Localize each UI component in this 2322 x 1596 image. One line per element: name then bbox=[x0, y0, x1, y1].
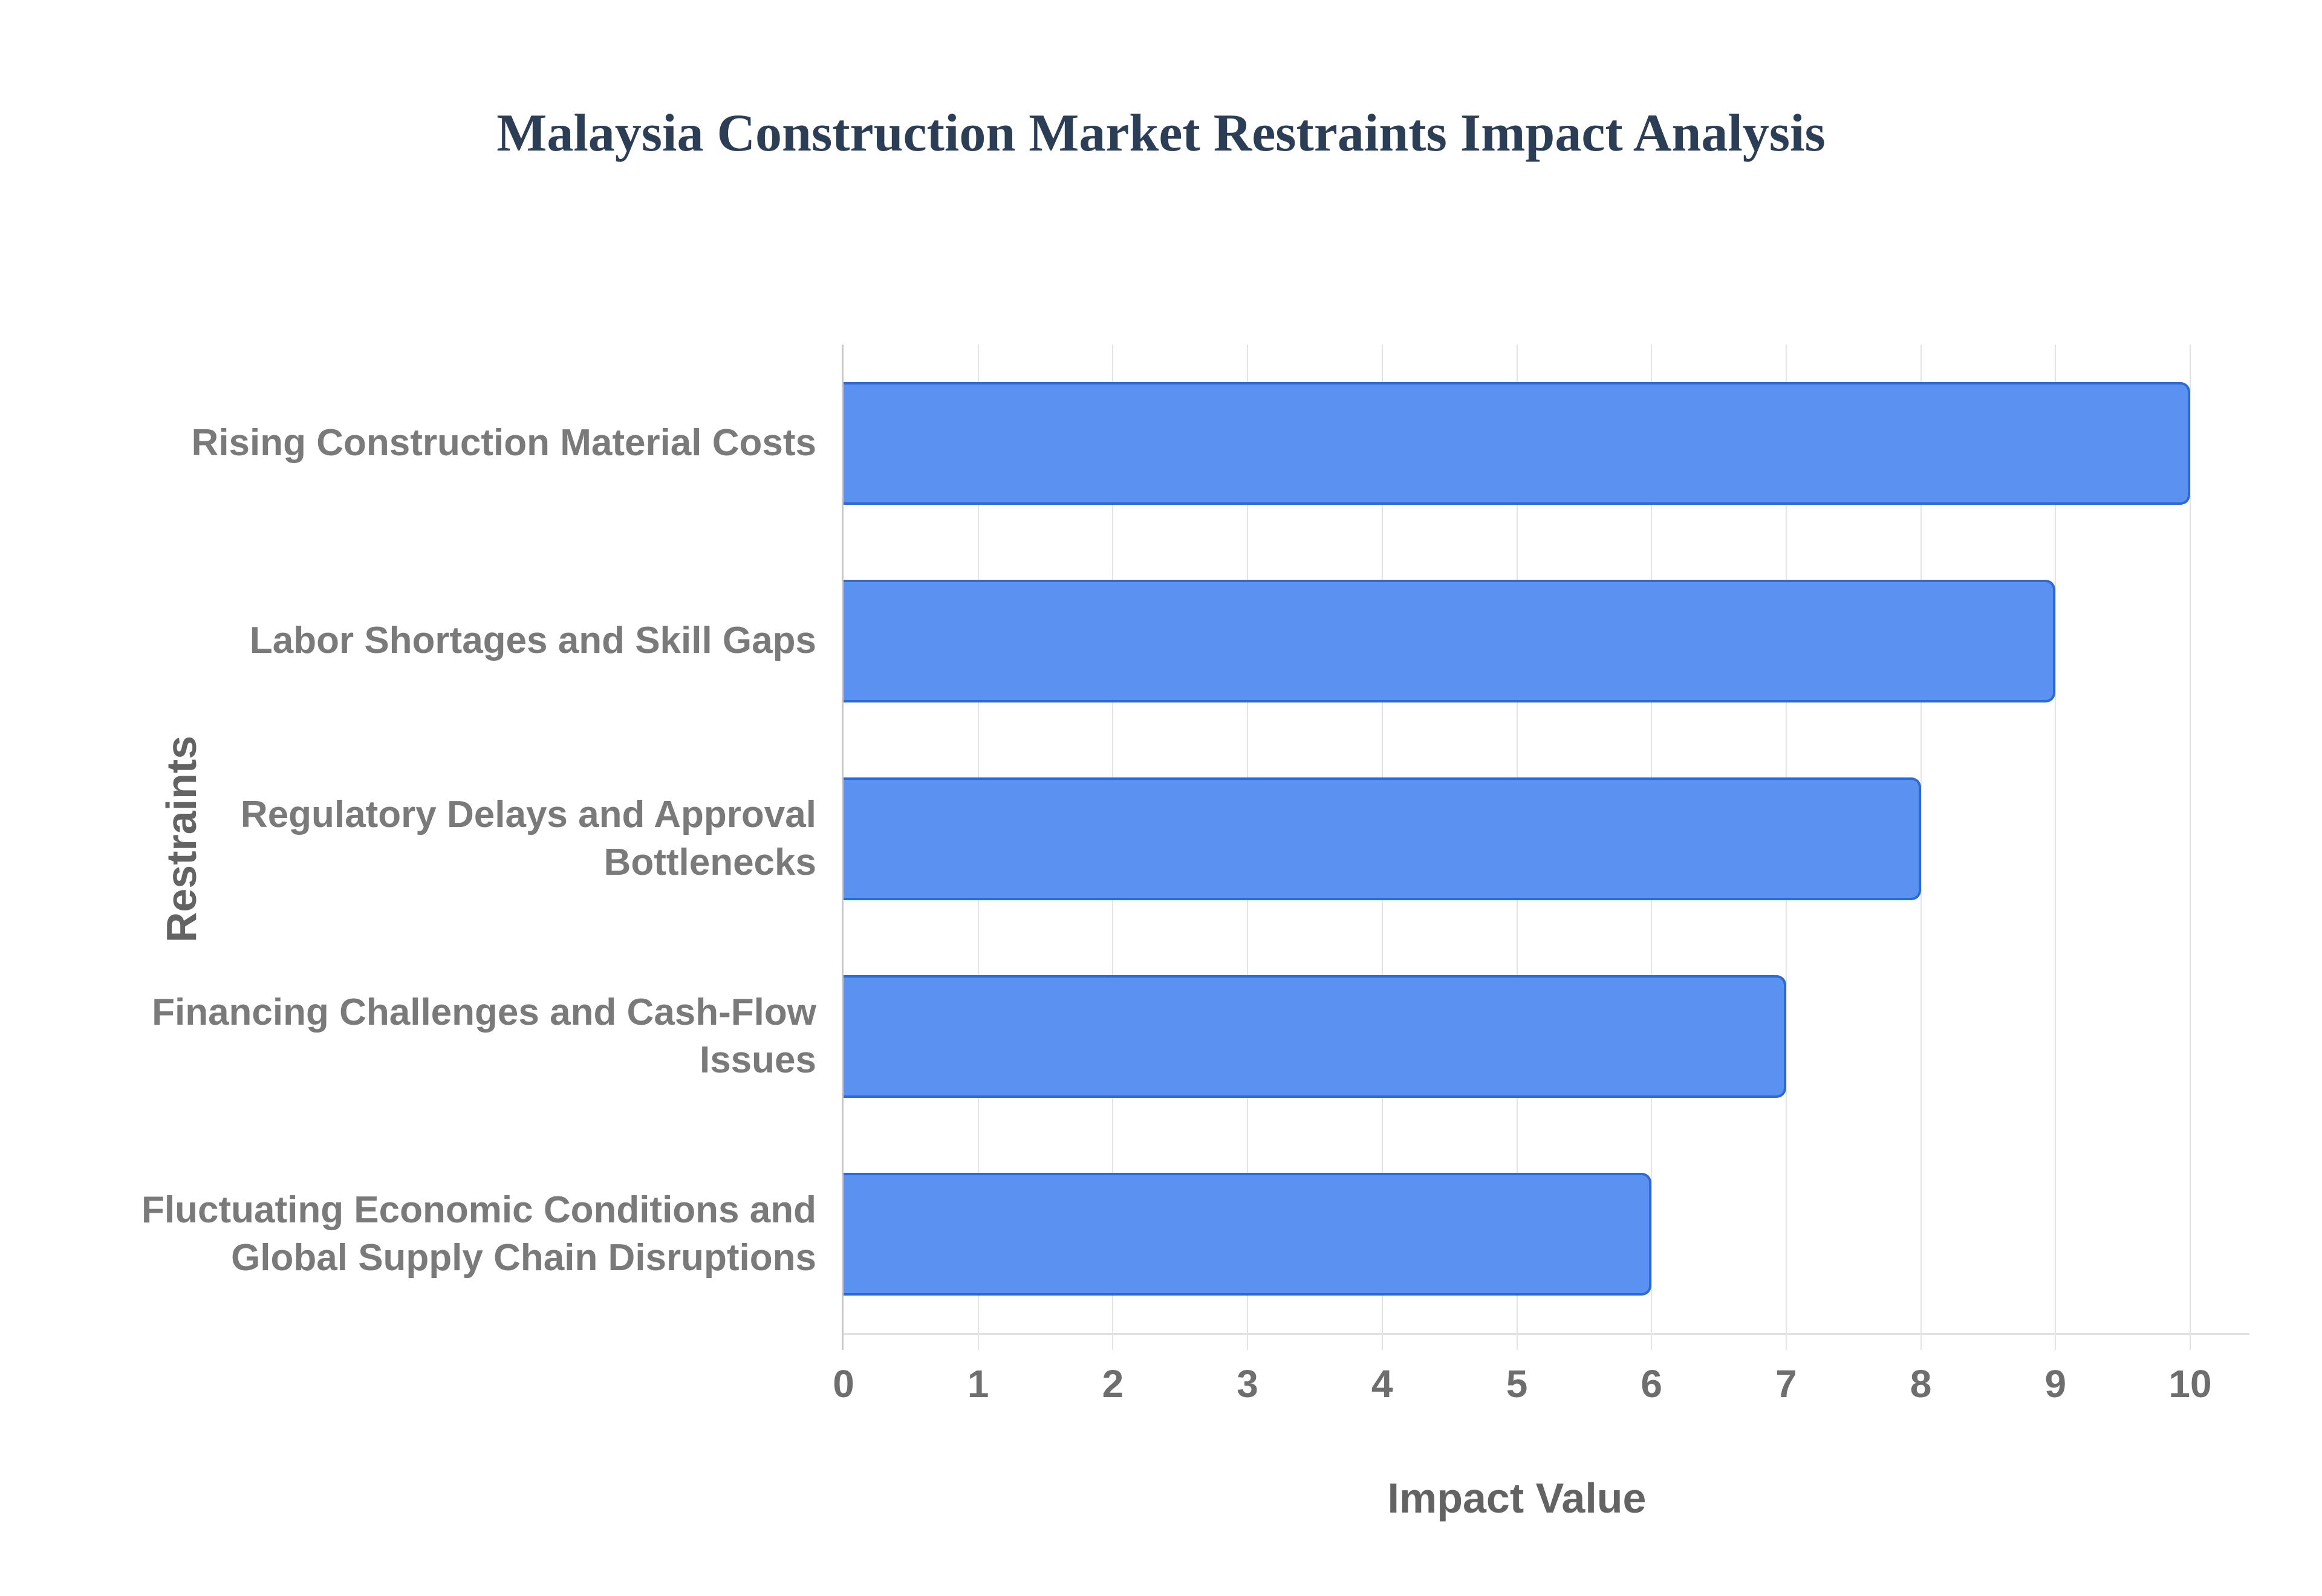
gridline-10 bbox=[2190, 345, 2191, 1350]
bar-4 bbox=[844, 1173, 1652, 1296]
bar-1 bbox=[844, 580, 2056, 702]
category-labels: Rising Construction Material Costs Labor … bbox=[139, 345, 816, 1333]
x-tick-label-4: 4 bbox=[1371, 1362, 1393, 1406]
x-tick-label-2: 2 bbox=[1102, 1362, 1124, 1406]
x-axis-line bbox=[844, 1333, 2249, 1335]
category-label-4: Fluctuating Economic Conditions and Glob… bbox=[141, 1189, 816, 1279]
category-label-1: Labor Shortages and Skill Gaps bbox=[249, 620, 816, 662]
chart-title: Malaysia Construction Market Restraints … bbox=[496, 104, 1826, 163]
x-axis-title: Impact Value bbox=[1387, 1474, 1647, 1522]
x-tick-label-7: 7 bbox=[1775, 1362, 1797, 1406]
category-label-0: Rising Construction Material Costs bbox=[191, 422, 816, 464]
x-tick-label-0: 0 bbox=[833, 1362, 854, 1406]
x-tick-label-10: 10 bbox=[2168, 1362, 2212, 1406]
x-tick-label-3: 3 bbox=[1237, 1362, 1258, 1406]
bar-3 bbox=[844, 975, 1786, 1098]
gridline-8 bbox=[1920, 345, 1922, 1350]
plot-area bbox=[842, 345, 2249, 1350]
category-label-3: Financing Challenges and Cash-Flow Issue… bbox=[152, 991, 816, 1081]
x-tick-label-1: 1 bbox=[967, 1362, 989, 1406]
bar-0 bbox=[844, 382, 2190, 505]
y-axis-line bbox=[842, 345, 844, 1350]
x-tick-label-5: 5 bbox=[1506, 1362, 1528, 1406]
x-tick-label-6: 6 bbox=[1641, 1362, 1662, 1406]
category-label-2: Regulatory Delays and Approval Bottlenec… bbox=[240, 794, 816, 883]
x-tick-label-8: 8 bbox=[1910, 1362, 1932, 1406]
x-axis-tick-labels: 0 1 2 3 4 5 6 7 8 9 10 bbox=[833, 1361, 2211, 1416]
x-tick-label-9: 9 bbox=[2044, 1362, 2067, 1406]
bar-2 bbox=[844, 777, 1921, 900]
gridline-9 bbox=[2055, 345, 2057, 1350]
